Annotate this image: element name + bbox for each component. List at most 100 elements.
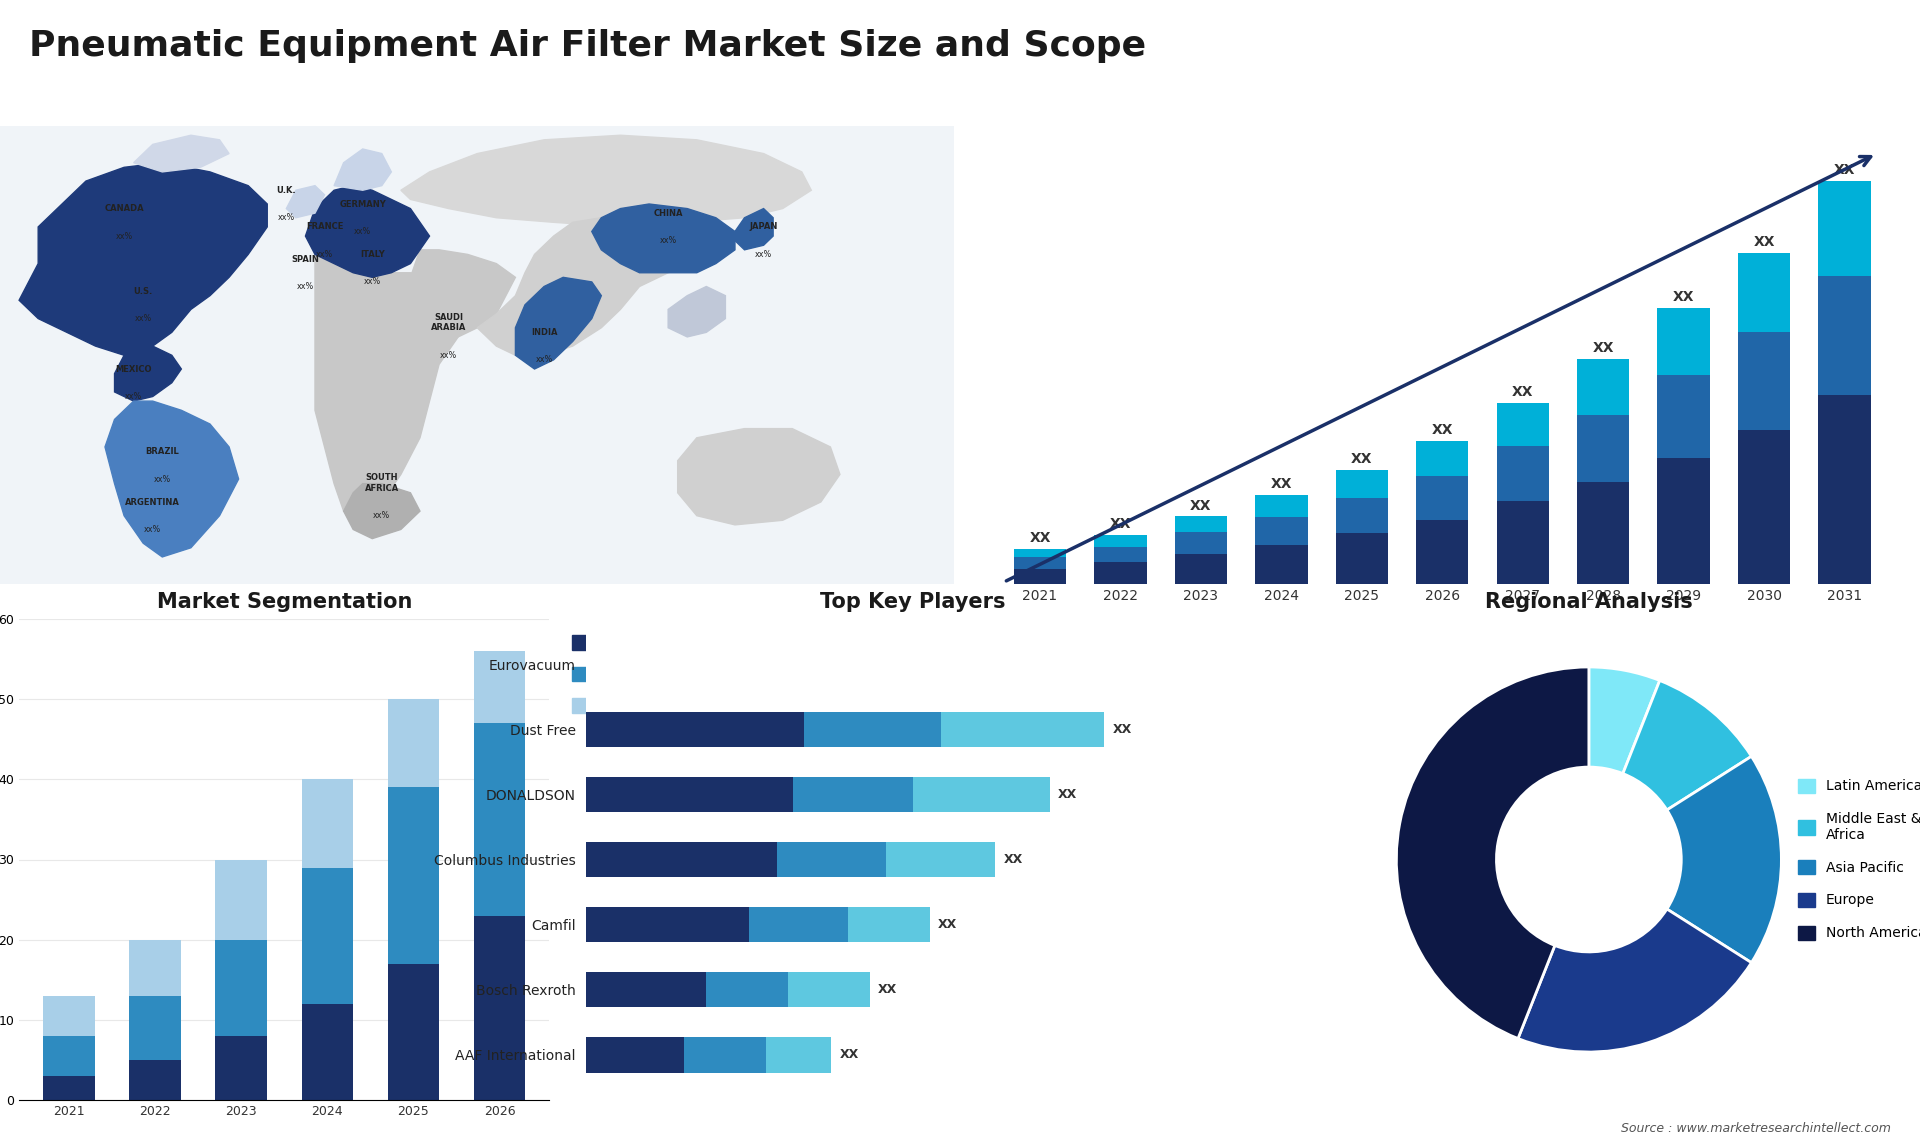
Bar xyxy=(474,651,526,723)
Polygon shape xyxy=(115,346,180,401)
Bar xyxy=(586,906,749,942)
Bar xyxy=(474,916,526,1100)
Text: MEXICO: MEXICO xyxy=(115,364,152,374)
Bar xyxy=(1014,568,1066,584)
Text: XX: XX xyxy=(1834,164,1855,178)
Bar xyxy=(1094,563,1146,584)
Polygon shape xyxy=(305,186,430,277)
Polygon shape xyxy=(286,186,324,218)
Bar xyxy=(885,841,995,878)
Text: xx%: xx% xyxy=(144,525,161,534)
Text: xx%: xx% xyxy=(317,250,334,259)
Polygon shape xyxy=(591,204,735,273)
Text: XX: XX xyxy=(1058,788,1077,801)
Bar xyxy=(1657,308,1709,375)
Text: xx%: xx% xyxy=(659,236,676,245)
Bar xyxy=(1576,359,1630,415)
Text: xx%: xx% xyxy=(536,355,553,364)
Wedge shape xyxy=(1590,667,1659,774)
Polygon shape xyxy=(668,286,726,337)
Text: XX: XX xyxy=(1190,499,1212,512)
Bar xyxy=(1175,517,1227,532)
Text: xx%: xx% xyxy=(440,351,457,360)
Bar xyxy=(388,787,440,964)
Text: XX: XX xyxy=(1511,385,1534,399)
Bar xyxy=(586,1037,684,1073)
Text: XX: XX xyxy=(1271,477,1292,492)
Text: FRANCE: FRANCE xyxy=(305,222,344,231)
Polygon shape xyxy=(401,135,812,227)
Text: INDIA: INDIA xyxy=(530,328,557,337)
Text: XX: XX xyxy=(937,918,956,931)
Bar xyxy=(301,868,353,1004)
Bar xyxy=(586,841,778,878)
Bar xyxy=(301,1004,353,1100)
Text: xx%: xx% xyxy=(115,231,132,241)
Wedge shape xyxy=(1622,681,1751,810)
Bar xyxy=(778,841,885,878)
Text: xx%: xx% xyxy=(154,474,171,484)
Text: xx%: xx% xyxy=(134,314,152,323)
Legend: Latin America, Middle East &
Africa, Asia Pacific, Europe, North America: Latin America, Middle East & Africa, Asi… xyxy=(1797,778,1920,941)
Bar xyxy=(1336,497,1388,533)
Text: CANADA: CANADA xyxy=(104,204,144,213)
Bar xyxy=(941,712,1104,747)
Polygon shape xyxy=(411,250,515,337)
Polygon shape xyxy=(344,484,420,539)
Text: XX: XX xyxy=(1432,423,1453,437)
Bar xyxy=(1417,440,1469,477)
Text: Source : www.marketresearchintellect.com: Source : www.marketresearchintellect.com xyxy=(1620,1122,1891,1135)
Text: xx%: xx% xyxy=(298,282,315,291)
Text: SAUDI
ARABIA: SAUDI ARABIA xyxy=(430,313,467,332)
Title: Market Segmentation: Market Segmentation xyxy=(157,591,413,612)
Text: XX: XX xyxy=(1592,342,1615,355)
Text: CHINA: CHINA xyxy=(653,209,684,218)
Text: xx%: xx% xyxy=(372,511,390,520)
Bar xyxy=(1818,276,1870,394)
Polygon shape xyxy=(478,218,716,355)
Bar xyxy=(1657,375,1709,458)
Text: xx%: xx% xyxy=(353,227,371,236)
Title: Regional Analysis: Regional Analysis xyxy=(1484,591,1693,612)
Bar xyxy=(1256,545,1308,584)
Legend: Type, Application, Geography: Type, Application, Geography xyxy=(572,635,678,713)
Bar xyxy=(1738,331,1789,431)
Bar xyxy=(684,1037,766,1073)
Text: XX: XX xyxy=(877,983,897,996)
Bar xyxy=(1175,555,1227,584)
Bar xyxy=(914,777,1050,813)
Text: XX: XX xyxy=(1352,452,1373,466)
Bar xyxy=(129,1060,180,1100)
Bar xyxy=(44,996,94,1036)
Text: U.K.: U.K. xyxy=(276,186,296,195)
Text: U.S.: U.S. xyxy=(134,286,154,296)
Bar xyxy=(793,777,914,813)
Bar xyxy=(215,1036,267,1100)
Text: BRAZIL: BRAZIL xyxy=(146,447,179,456)
Bar xyxy=(1336,533,1388,584)
Text: XX: XX xyxy=(1112,723,1131,736)
Bar xyxy=(1496,502,1549,584)
Wedge shape xyxy=(1396,667,1590,1038)
Bar xyxy=(129,996,180,1060)
Text: JAPAN: JAPAN xyxy=(749,222,778,231)
Bar xyxy=(1576,481,1630,584)
Wedge shape xyxy=(1519,909,1751,1052)
Text: xx%: xx% xyxy=(363,277,380,286)
Text: xx%: xx% xyxy=(125,392,142,401)
Bar xyxy=(749,906,849,942)
Bar xyxy=(1256,517,1308,545)
Bar xyxy=(1175,532,1227,555)
Bar xyxy=(1014,557,1066,568)
Bar xyxy=(766,1037,831,1073)
Bar xyxy=(474,723,526,916)
Polygon shape xyxy=(106,401,238,557)
Text: XX: XX xyxy=(1672,290,1693,304)
Wedge shape xyxy=(1667,756,1782,963)
Polygon shape xyxy=(678,429,839,525)
Bar xyxy=(586,712,804,747)
Text: XX: XX xyxy=(1753,235,1774,249)
Bar xyxy=(1336,470,1388,497)
Bar xyxy=(1417,519,1469,584)
Text: SOUTH
AFRICA: SOUTH AFRICA xyxy=(365,473,399,493)
